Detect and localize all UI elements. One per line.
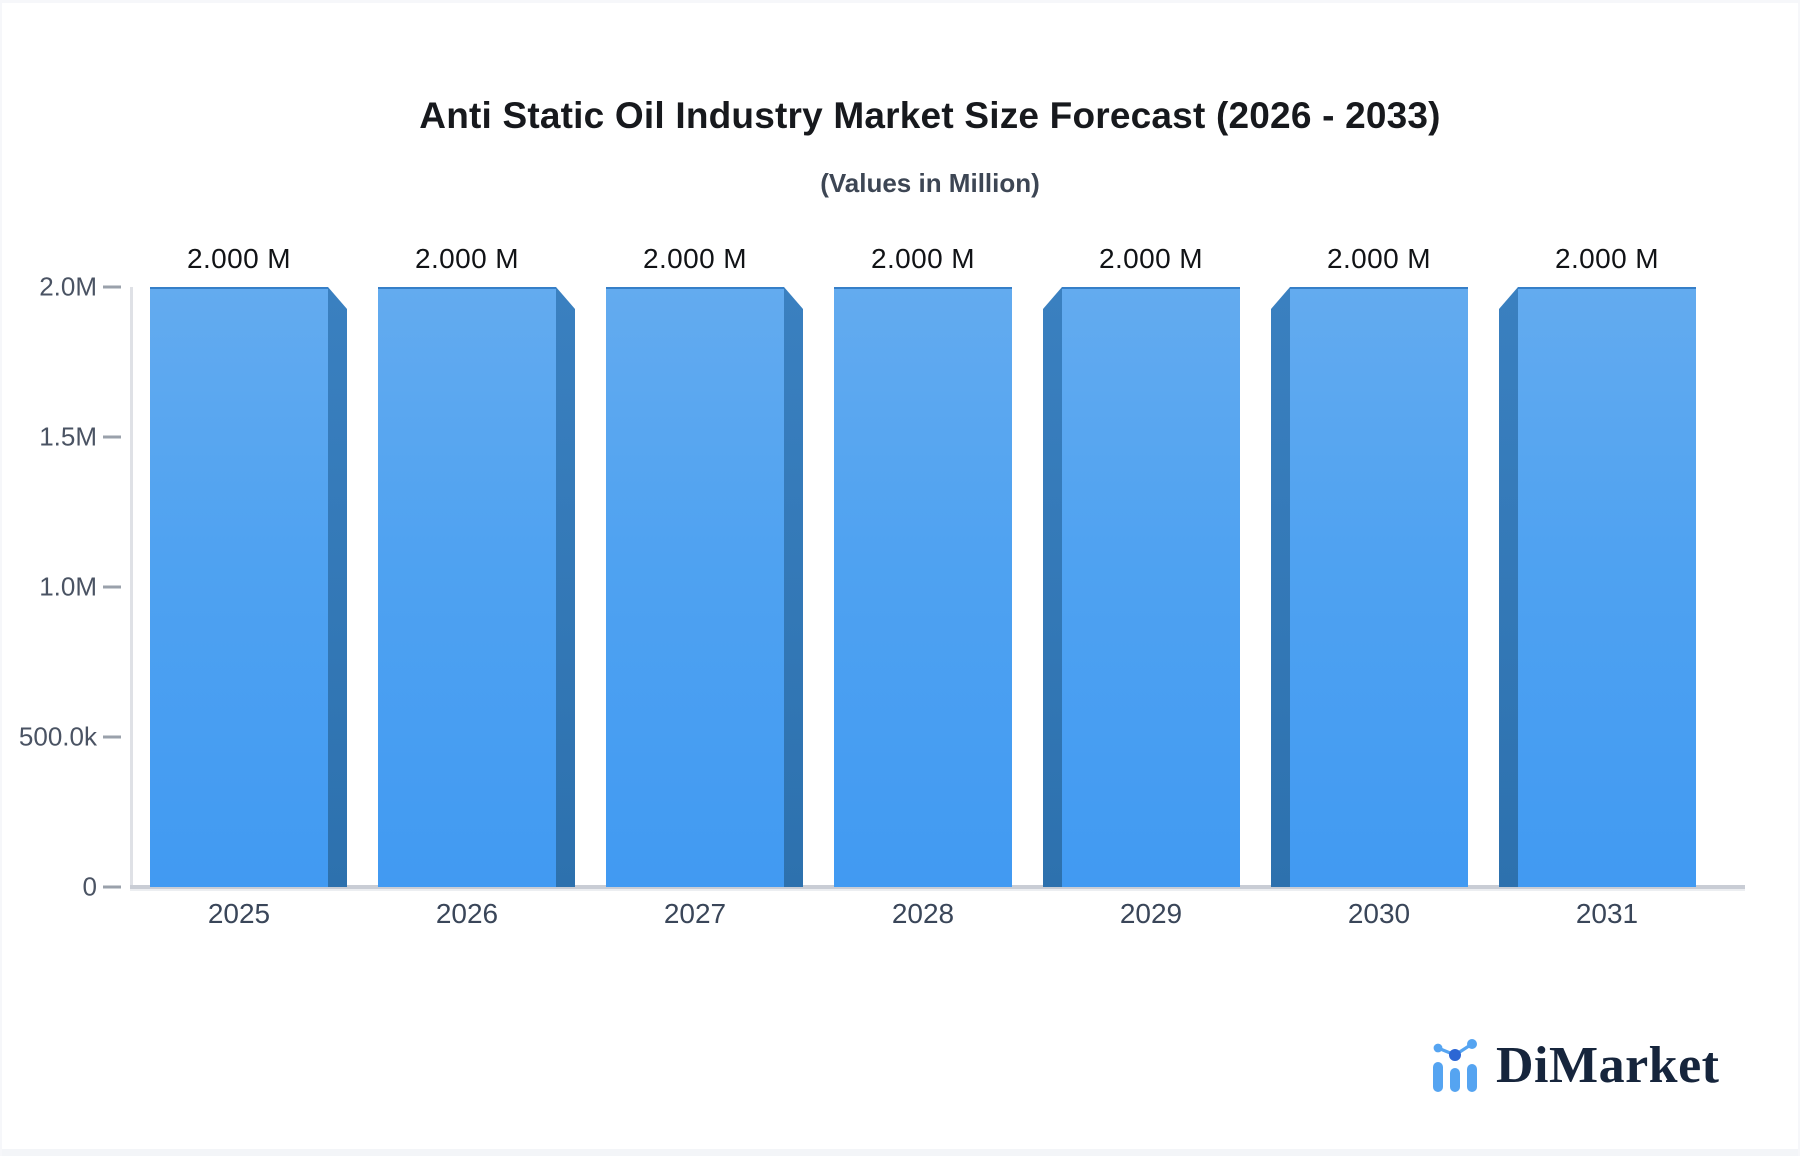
bar-2030[interactable] — [1290, 287, 1468, 887]
x-axis-baseline-shadow — [130, 889, 1745, 891]
bar-value-label-2029: 2.000 M — [1099, 243, 1203, 274]
y-axis-tick-label: 1.5M — [39, 421, 97, 452]
frame-bottom-edge — [0, 1149, 1800, 1156]
bar-value-label-2025: 2.000 M — [187, 243, 291, 274]
frame-left-edge — [0, 0, 2, 1156]
brand-logo: DiMarket — [1430, 1038, 1719, 1094]
bar-2029-side-face — [1043, 287, 1062, 887]
bar-2027[interactable] — [606, 287, 784, 887]
bar-2029[interactable] — [1062, 287, 1240, 887]
y-axis-tick-label: 500.0k — [18, 721, 97, 752]
y-axis-tick-label: 2.0M — [39, 271, 97, 302]
bar-value-label-2031: 2.000 M — [1555, 243, 1659, 274]
x-axis-tick-label-2028: 2028 — [891, 898, 955, 929]
brand-logo-text: DiMarket — [1496, 1037, 1720, 1094]
bar-2028[interactable] — [834, 287, 1012, 887]
y-axis-tick-mark — [103, 435, 121, 439]
x-axis-tick-label-2031: 2031 — [1575, 898, 1639, 929]
x-axis-tick-label-2025: 2025 — [207, 898, 271, 929]
bar-2031[interactable] — [1518, 287, 1696, 887]
chart-subtitle: (Values in Million) — [820, 168, 1040, 198]
x-axis-baseline — [130, 885, 1745, 889]
bar-2027-side-face — [784, 287, 803, 887]
bar-2026[interactable] — [378, 287, 556, 887]
x-axis-tick-label-2026: 2026 — [435, 898, 499, 929]
bar-2030-side-face — [1271, 287, 1290, 887]
mini-bar-line-chart-icon — [1433, 1039, 1477, 1092]
x-axis-tick-label-2030: 2030 — [1347, 898, 1411, 929]
bar-value-label-2027: 2.000 M — [643, 243, 747, 274]
y-axis-tick-mark — [103, 885, 121, 889]
chart-title: Anti Static Oil Industry Market Size For… — [419, 95, 1441, 136]
bar-2025[interactable] — [150, 287, 328, 887]
y-axis-tick-mark — [103, 735, 121, 739]
frame-right-edge — [1798, 0, 1800, 1156]
frame-top-edge — [0, 0, 1800, 3]
bar-2025-side-face — [328, 287, 347, 887]
bar-2031-side-face — [1499, 287, 1518, 887]
bar-value-label-2030: 2.000 M — [1327, 243, 1431, 274]
y-axis-tick-mark — [103, 585, 121, 589]
y-axis-tick-mark — [103, 285, 121, 289]
x-axis-tick-label-2029: 2029 — [1119, 898, 1183, 929]
y-axis-tick-label: 0 — [82, 871, 97, 902]
bar-value-label-2026: 2.000 M — [415, 243, 519, 274]
y-axis-tick-label: 1.0M — [39, 571, 97, 602]
x-axis-tick-label-2027: 2027 — [663, 898, 727, 929]
y-axis-line — [130, 287, 133, 888]
bar-2026-side-face — [556, 287, 575, 887]
bar-value-label-2028: 2.000 M — [871, 243, 975, 274]
